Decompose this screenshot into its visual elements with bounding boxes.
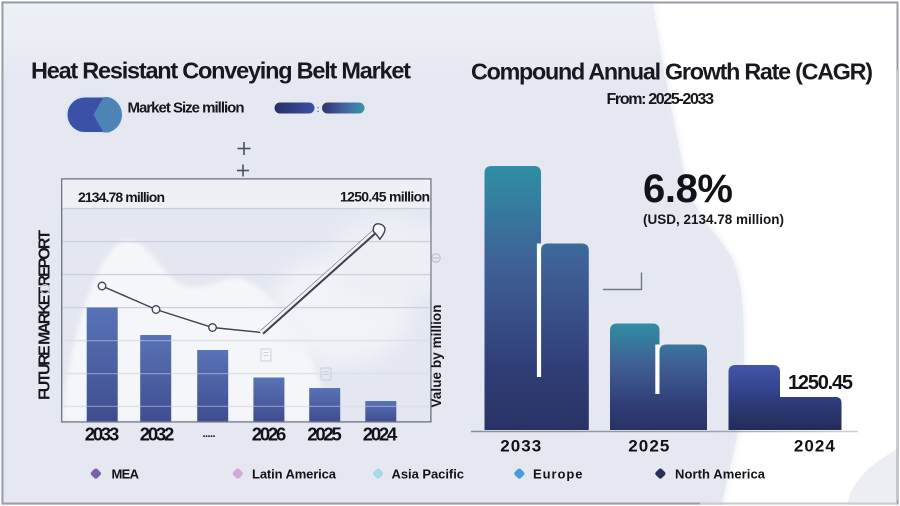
svg-text:2025: 2025 — [628, 437, 669, 456]
svg-text:2024: 2024 — [363, 424, 398, 445]
svg-text:MEA: MEA — [112, 467, 140, 482]
svg-text:2032: 2032 — [140, 424, 175, 445]
svg-text:.....: ..... — [203, 428, 216, 440]
svg-text:FUTURE MARKET REPORT: FUTURE MARKET REPORT — [37, 230, 54, 400]
svg-text:Asia Pacific: Asia Pacific — [392, 467, 465, 482]
svg-text:2025: 2025 — [307, 424, 342, 445]
svg-text:Europe: Europe — [533, 467, 583, 482]
svg-text:(USD, 2134.78 million): (USD, 2134.78 million) — [643, 212, 784, 227]
svg-text:Heat Resistant Conveying Belt: Heat Resistant Conveying Belt Market — [31, 58, 411, 84]
svg-text:6.8%: 6.8% — [643, 167, 733, 211]
svg-text:2134.78 million: 2134.78 million — [78, 189, 165, 205]
svg-text::: : — [317, 104, 320, 115]
svg-text:Market Size million: Market Size million — [128, 100, 245, 117]
svg-text:2026: 2026 — [252, 424, 287, 445]
svg-text:From: 2025-2033: From: 2025-2033 — [607, 91, 715, 108]
svg-text:Compound Annual Growth Rate (C: Compound Annual Growth Rate (CAGR) — [471, 58, 873, 84]
svg-text:2033: 2033 — [85, 424, 120, 445]
svg-text:2024: 2024 — [794, 437, 836, 456]
svg-text:North America: North America — [675, 467, 766, 482]
svg-text:1250.45 million: 1250.45 million — [340, 189, 430, 205]
svg-text:2033: 2033 — [500, 437, 541, 456]
svg-text:Value by million: Value by million — [429, 305, 444, 408]
svg-text:Latin America: Latin America — [252, 467, 337, 482]
svg-text:1250.45: 1250.45 — [788, 372, 853, 394]
